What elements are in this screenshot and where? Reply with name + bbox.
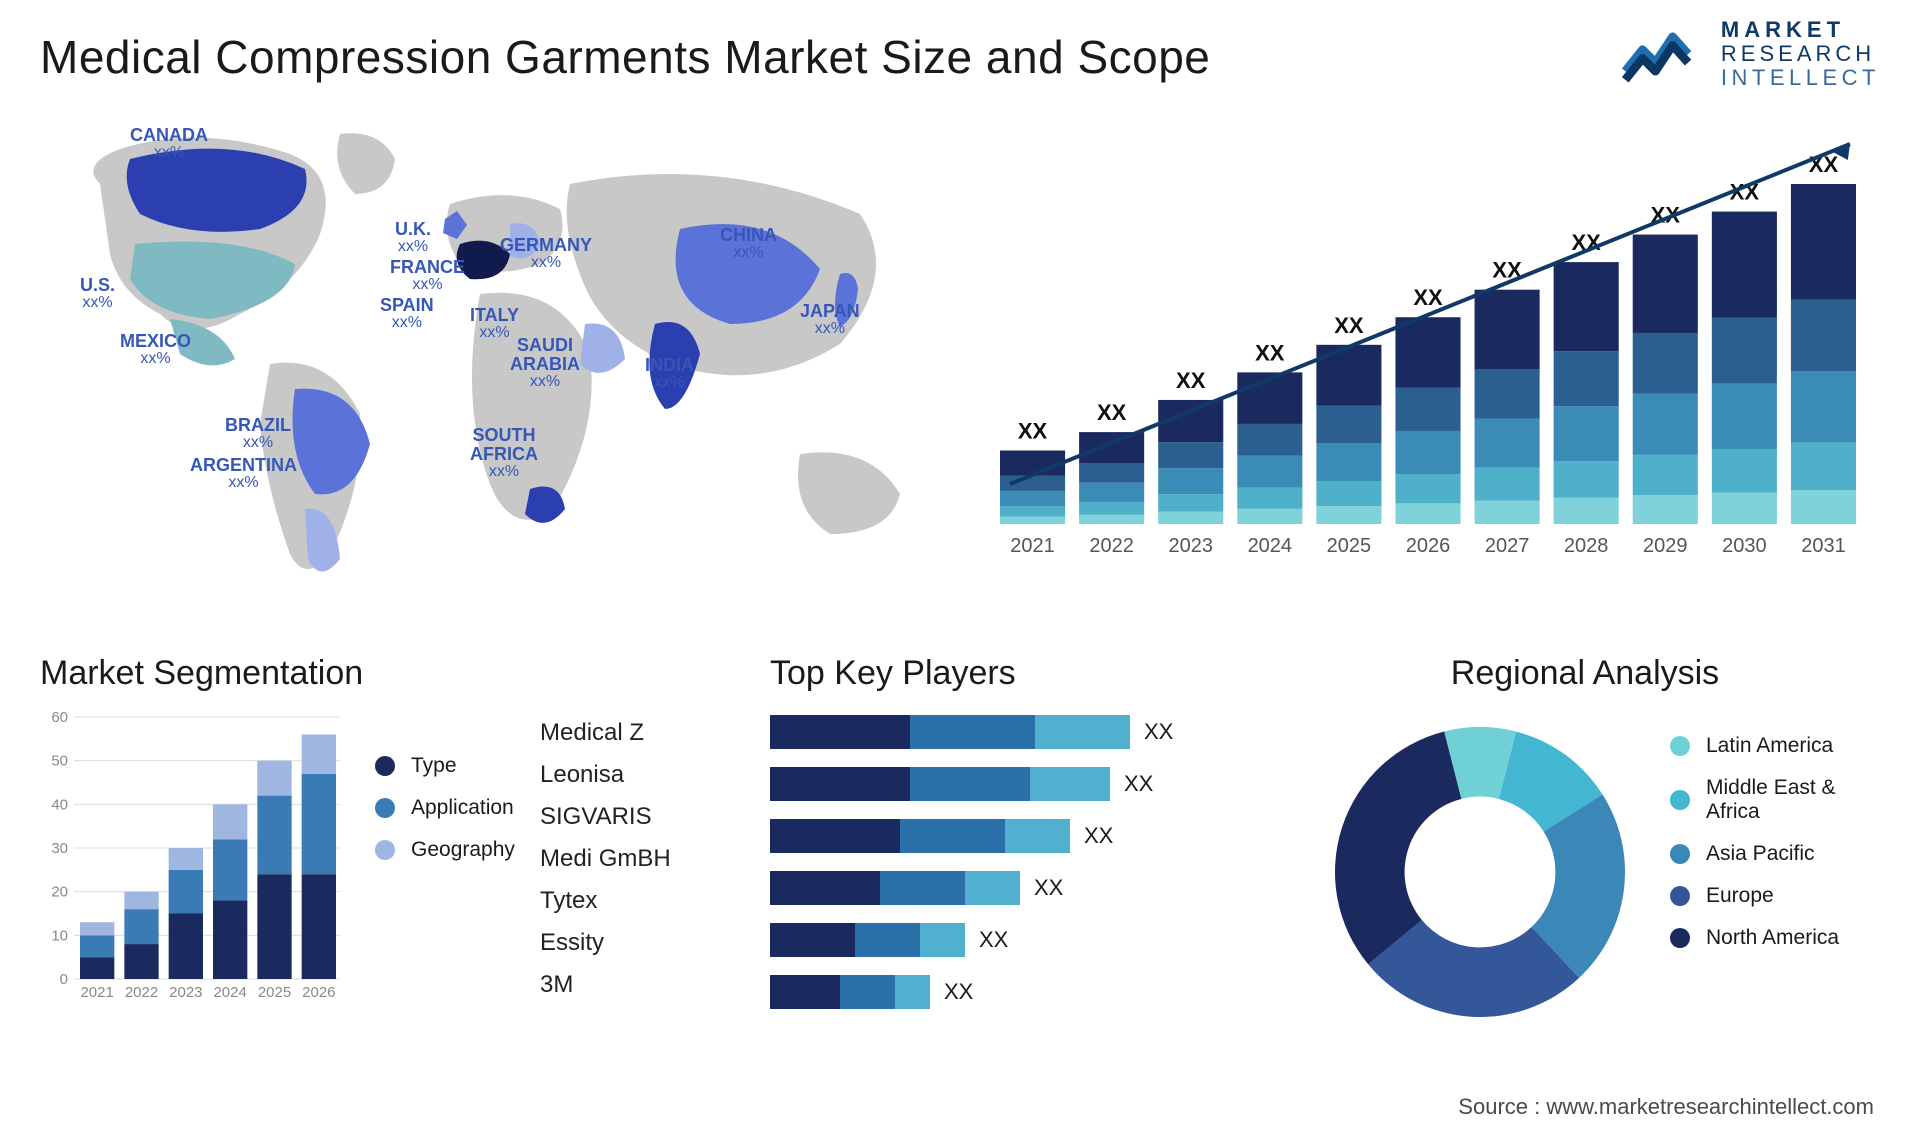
key-player-row-1: XX [770, 763, 1280, 805]
region-legend-europe: Europe [1670, 884, 1920, 908]
companies-list-panel: Medical ZLeonisaSIGVARISMedi GmBHTytexEs… [540, 654, 760, 1032]
svg-text:2027: 2027 [1485, 535, 1530, 557]
map-label-u-k-: U.K.xx% [395, 220, 431, 256]
svg-text:2022: 2022 [1089, 535, 1134, 557]
company-tytex: Tytex [540, 880, 760, 922]
world-map-panel: CANADAxx% U.S.xx%MEXICOxx% BRAZILxx% ARGENT… [40, 114, 960, 614]
company-essity: Essity [540, 922, 760, 964]
svg-text:2023: 2023 [1168, 535, 1213, 557]
svg-text:10: 10 [51, 927, 68, 944]
region-legend-latin-america: Latin America [1670, 734, 1920, 758]
seg-legend-geography: Geography [375, 838, 515, 862]
svg-text:XX: XX [1255, 340, 1285, 365]
segmentation-chart: 0 10 20 30 40 50 60 2021 2022 2023 2024 2025 2026 [40, 707, 360, 1027]
key-player-row-4: XX [770, 919, 1280, 961]
map-label-brazil: BRAZILxx% [225, 416, 291, 452]
svg-text:2024: 2024 [1248, 535, 1293, 557]
logo-line2: RESEARCH [1721, 42, 1880, 66]
region-legend-north-america: North America [1670, 926, 1920, 950]
map-label-india: INDIAxx% [645, 356, 694, 392]
company-sigvaris: SIGVARIS [540, 796, 760, 838]
map-label-u-s-: U.S.xx% [80, 276, 115, 312]
svg-text:2022: 2022 [125, 984, 158, 1001]
svg-text:60: 60 [51, 709, 68, 726]
map-label-saudi-arabia: SAUDIARABIAxx% [510, 336, 580, 391]
svg-text:0: 0 [60, 971, 68, 988]
svg-text:2024: 2024 [213, 984, 246, 1001]
map-label-canada: CANADAxx% [130, 126, 208, 162]
svg-text:XX: XX [1413, 285, 1443, 310]
regional-panel: Regional Analysis Latin AmericaMiddle Ea… [1290, 654, 1880, 1032]
seg-legend-type: Type [375, 754, 515, 778]
regional-title: Regional Analysis [1290, 654, 1880, 693]
map-label-china: CHINAxx% [720, 226, 777, 262]
map-label-spain: SPAINxx% [380, 296, 434, 332]
svg-text:2030: 2030 [1722, 535, 1767, 557]
svg-text:2026: 2026 [1406, 535, 1451, 557]
svg-text:2021: 2021 [1010, 535, 1054, 557]
segmentation-panel: Market Segmentation 0 10 20 30 40 50 60 2021 202… [40, 654, 530, 1032]
map-label-south-africa: SOUTHAFRICAxx% [470, 426, 538, 481]
map-label-france: FRANCExx% [390, 258, 465, 294]
key-player-row-5: XX [770, 971, 1280, 1013]
company-leonisa: Leonisa [540, 754, 760, 796]
svg-text:40: 40 [51, 796, 68, 813]
svg-text:2028: 2028 [1564, 535, 1609, 557]
seg-legend-application: Application [375, 796, 515, 820]
svg-text:2026: 2026 [302, 984, 335, 1001]
source-attribution: Source : www.marketresearchintellect.com [1458, 1094, 1874, 1120]
svg-text:50: 50 [51, 753, 68, 770]
map-label-argentina: ARGENTINAxx% [190, 456, 297, 492]
key-player-row-3: XX [770, 867, 1280, 909]
company-medical-z: Medical Z [540, 712, 760, 754]
company-3m: 3M [540, 964, 760, 1006]
company-medi-gmbh: Medi GmBH [540, 838, 760, 880]
key-player-row-2: XX [770, 815, 1280, 857]
forecast-chart-panel: XX2021XX2022XX2023XX2024XX2025XX2026XX20… [990, 114, 1890, 614]
svg-text:30: 30 [51, 840, 68, 857]
svg-text:20: 20 [51, 884, 68, 901]
svg-text:2021: 2021 [80, 984, 113, 1001]
segmentation-title: Market Segmentation [40, 654, 530, 693]
key-player-row-0: XX [770, 711, 1280, 753]
page-title: Medical Compression Garments Market Size… [40, 30, 1880, 84]
region-legend-asia-pacific: Asia Pacific [1670, 842, 1920, 866]
svg-text:2025: 2025 [1327, 535, 1372, 557]
region-legend-middle-east-africa: Middle East &Africa [1670, 776, 1920, 824]
logo-icon [1621, 23, 1707, 85]
svg-text:XX: XX [1176, 368, 1206, 393]
map-label-mexico: MEXICOxx% [120, 332, 191, 368]
svg-text:2031: 2031 [1801, 535, 1846, 557]
logo-line3: INTELLECT [1721, 66, 1880, 90]
svg-text:2025: 2025 [258, 984, 291, 1001]
map-label-japan: JAPANxx% [800, 302, 860, 338]
regional-donut [1310, 707, 1650, 1027]
key-players-panel: Top Key Players XX XX XX XX XX XX [770, 654, 1280, 1032]
map-label-germany: GERMANYxx% [500, 236, 592, 272]
svg-text:XX: XX [1097, 400, 1127, 425]
key-players-title: Top Key Players [770, 654, 1280, 693]
svg-text:2029: 2029 [1643, 535, 1688, 557]
svg-text:XX: XX [1334, 313, 1364, 338]
logo-line1: MARKET [1721, 18, 1880, 42]
brand-logo: MARKET RESEARCH INTELLECT [1621, 18, 1880, 91]
svg-text:XX: XX [1018, 418, 1048, 443]
forecast-chart: XX2021XX2022XX2023XX2024XX2025XX2026XX20… [990, 114, 1890, 594]
svg-text:2023: 2023 [169, 984, 202, 1001]
